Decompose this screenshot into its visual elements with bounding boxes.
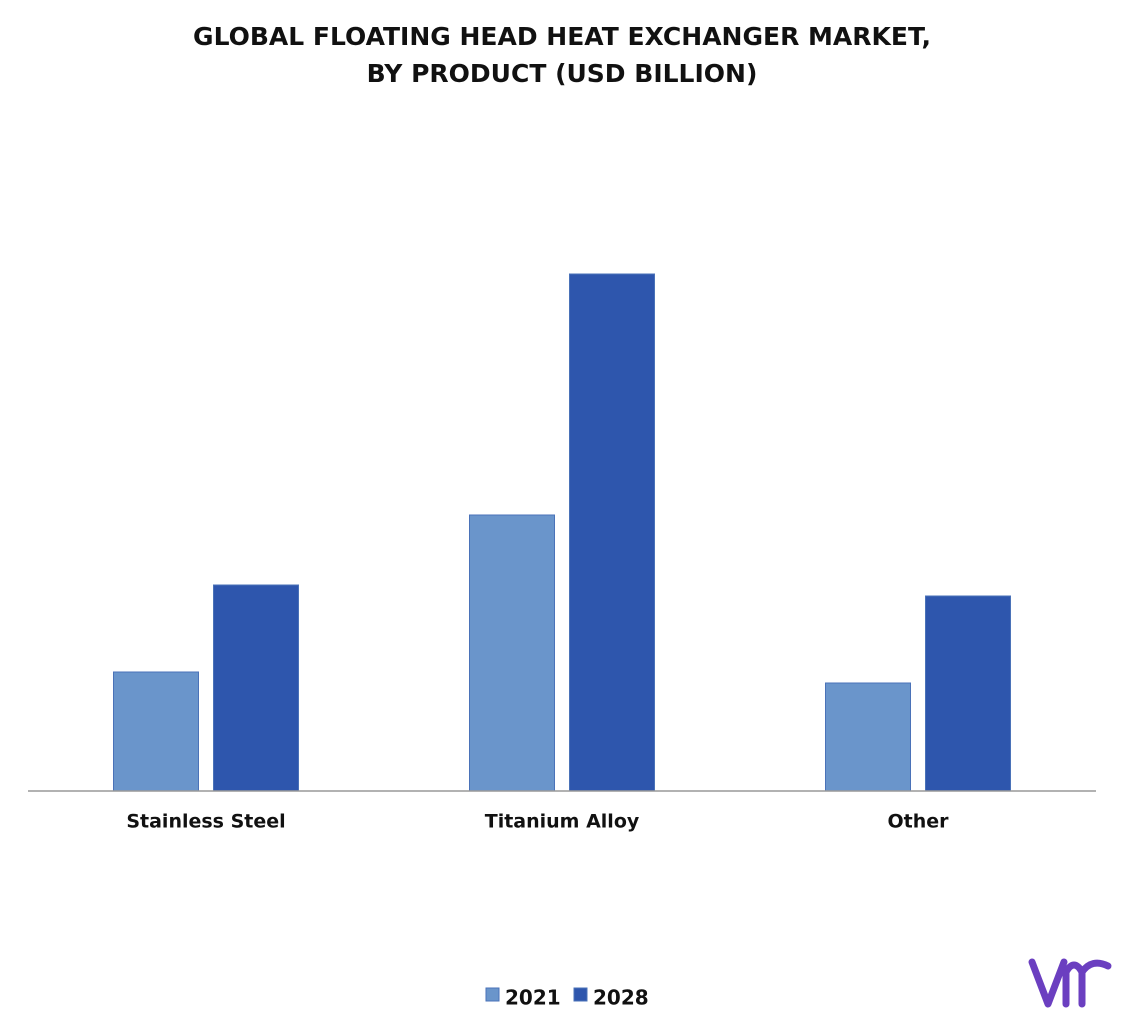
bar <box>925 595 1011 792</box>
bar <box>569 273 655 792</box>
chart-title: BY PRODUCT (USD BILLION) <box>367 59 758 88</box>
x-tick-label: Other <box>887 811 949 833</box>
x-tick-label: Stainless Steel <box>126 811 285 833</box>
bar <box>825 682 911 792</box>
legend-swatch <box>485 987 500 1002</box>
legend-label: 2028 <box>593 986 649 1010</box>
bar <box>213 584 299 792</box>
bar <box>469 514 555 792</box>
x-tick-label: Titanium Alloy <box>485 811 640 833</box>
logo-v <box>1028 958 1068 1008</box>
logo-m <box>1062 959 1112 1008</box>
logo <box>1028 958 1112 1008</box>
chart-title: GLOBAL FLOATING HEAD HEAT EXCHANGER MARK… <box>193 22 931 51</box>
bar <box>113 671 199 792</box>
legend-label: 2021 <box>505 986 561 1010</box>
legend-swatch <box>573 987 588 1002</box>
